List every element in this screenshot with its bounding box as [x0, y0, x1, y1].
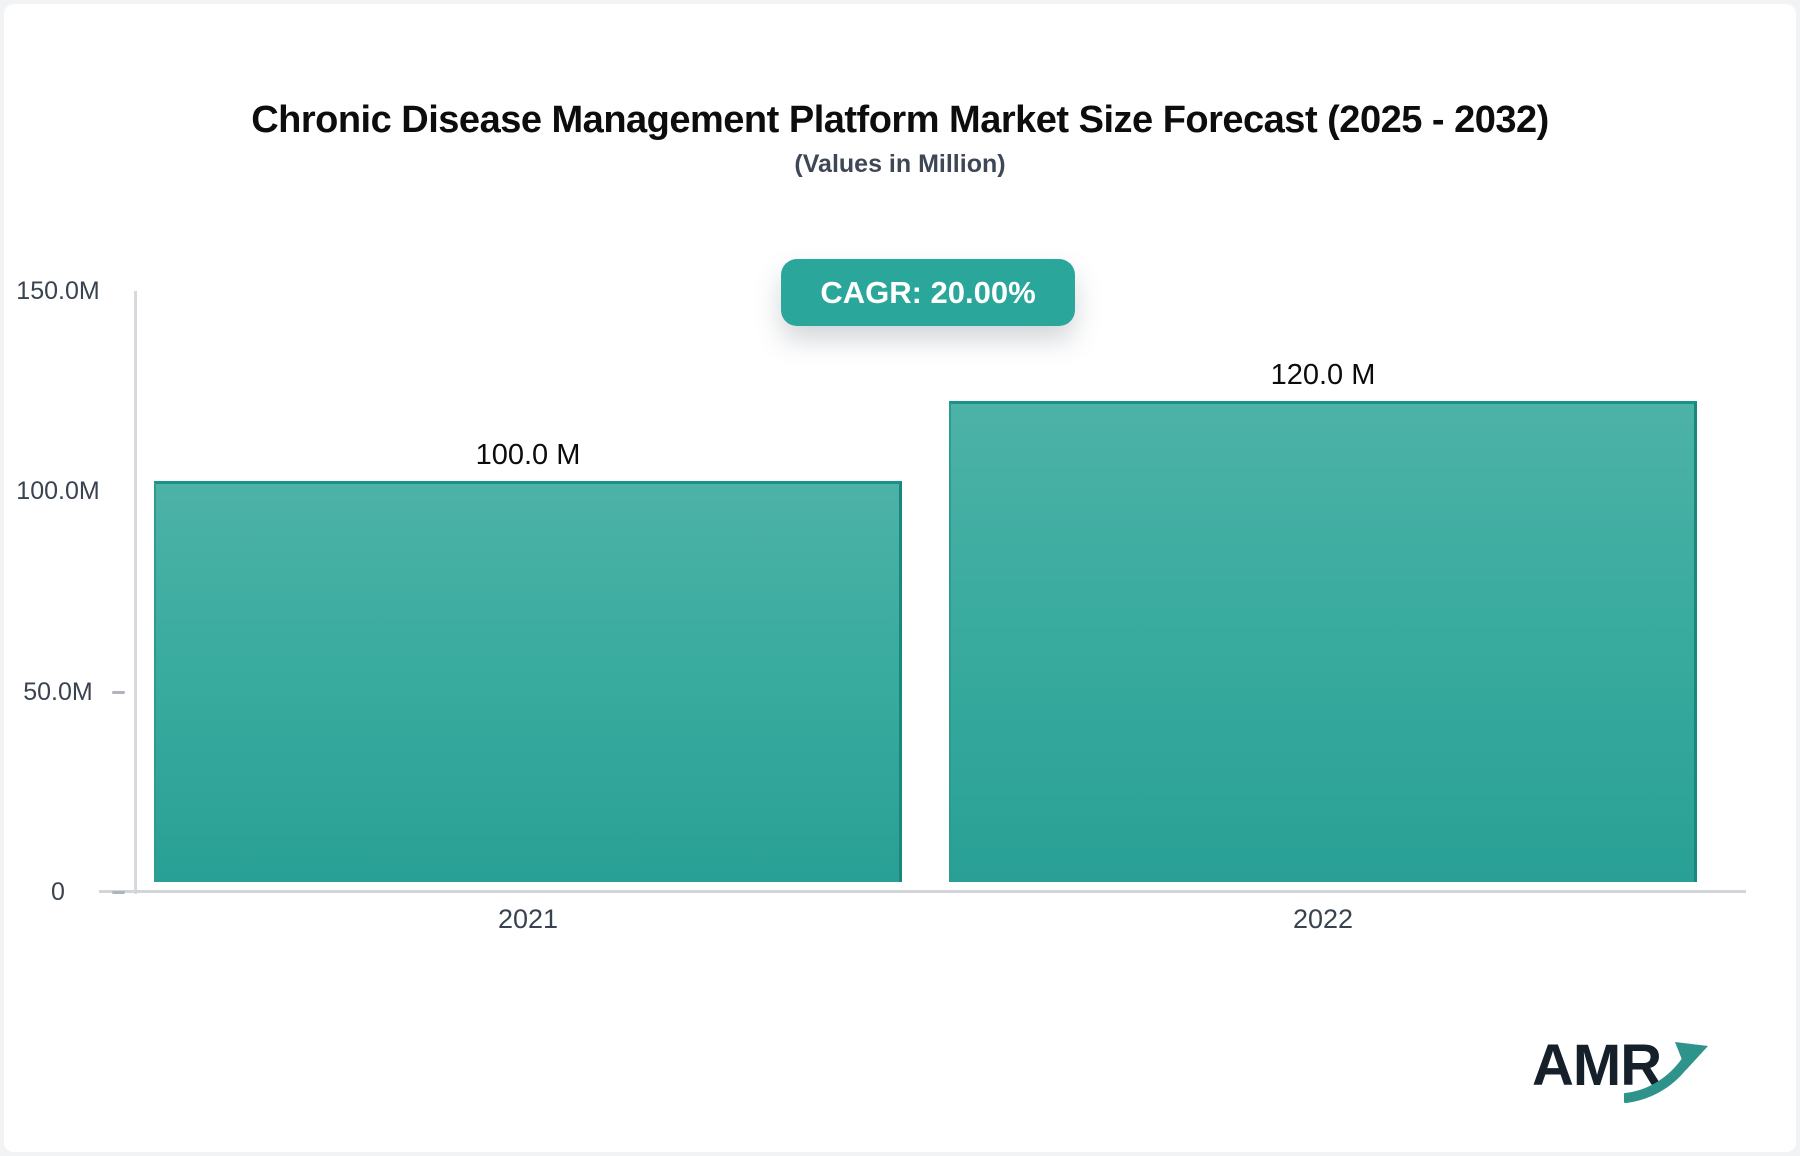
bar-2021	[154, 481, 902, 882]
x-axis-baseline	[99, 890, 1746, 893]
y-tick-label: 100.0M	[16, 476, 100, 505]
x-category-label-2021: 2021	[497, 904, 559, 934]
y-tick-row: 50.0M	[12, 676, 132, 708]
cagr-badge: CAGR: 20.00%	[781, 259, 1075, 326]
y-tick-label: 50.0M	[23, 677, 93, 706]
amr-logo: AMR	[1532, 1032, 1732, 1122]
y-axis-line	[134, 291, 137, 894]
y-tick-mark	[112, 690, 125, 694]
amr-logo-text: AMR	[1532, 1033, 1662, 1098]
y-tick-row: 0	[12, 876, 132, 908]
y-tick-mark	[112, 890, 125, 894]
bar-value-label: 120.0 M	[1270, 359, 1376, 391]
bar-group-2021: 100.0 M	[154, 439, 902, 882]
y-tick-label: 150.0M	[16, 276, 100, 305]
chart-title: Chronic Disease Management Platform Mark…	[251, 99, 1549, 141]
y-tick-label: 0	[51, 877, 65, 906]
bar-group-2022: 120.0 M	[949, 359, 1697, 882]
chart-subtitle: (Values in Million)	[794, 150, 1006, 178]
chart-card: Chronic Disease Management Platform Mark…	[4, 4, 1796, 1152]
y-tick-row: 150.0M	[12, 275, 132, 307]
growth-arrow-icon	[1624, 1042, 1708, 1103]
bar-value-label: 100.0 M	[475, 439, 581, 471]
cagr-badge-label: CAGR: 20.00%	[820, 274, 1036, 310]
x-category-label-2022: 2022	[1292, 904, 1354, 934]
y-tick-row: 100.0M	[12, 475, 132, 507]
bar-2022	[949, 401, 1697, 882]
